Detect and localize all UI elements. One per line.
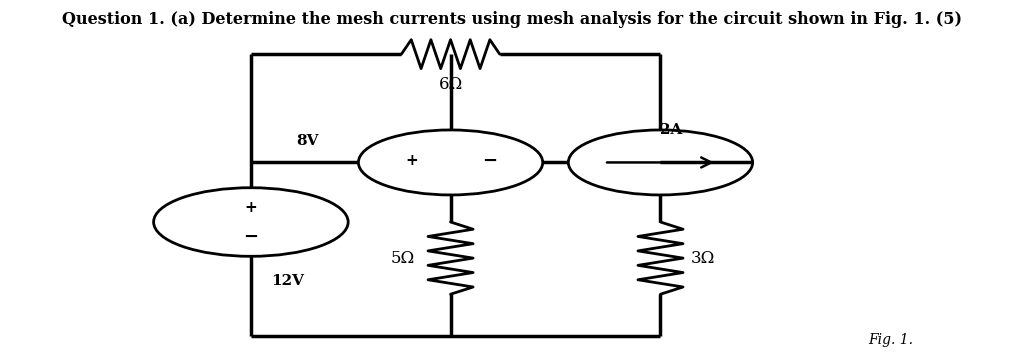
Text: +: + [245, 200, 257, 215]
Text: −: − [244, 227, 258, 245]
Text: 6Ω: 6Ω [438, 76, 463, 93]
Text: 5Ω: 5Ω [390, 249, 415, 267]
Text: Question 1. (a) Determine the mesh currents using mesh analysis for the circuit : Question 1. (a) Determine the mesh curre… [62, 11, 962, 28]
Text: Fig. 1.: Fig. 1. [868, 332, 913, 347]
Text: 12V: 12V [271, 274, 304, 288]
Text: 3Ω: 3Ω [691, 249, 716, 267]
Text: −: − [482, 152, 497, 170]
Text: +: + [406, 153, 418, 168]
Text: 8V: 8V [296, 134, 318, 148]
Text: 2A: 2A [659, 123, 682, 137]
